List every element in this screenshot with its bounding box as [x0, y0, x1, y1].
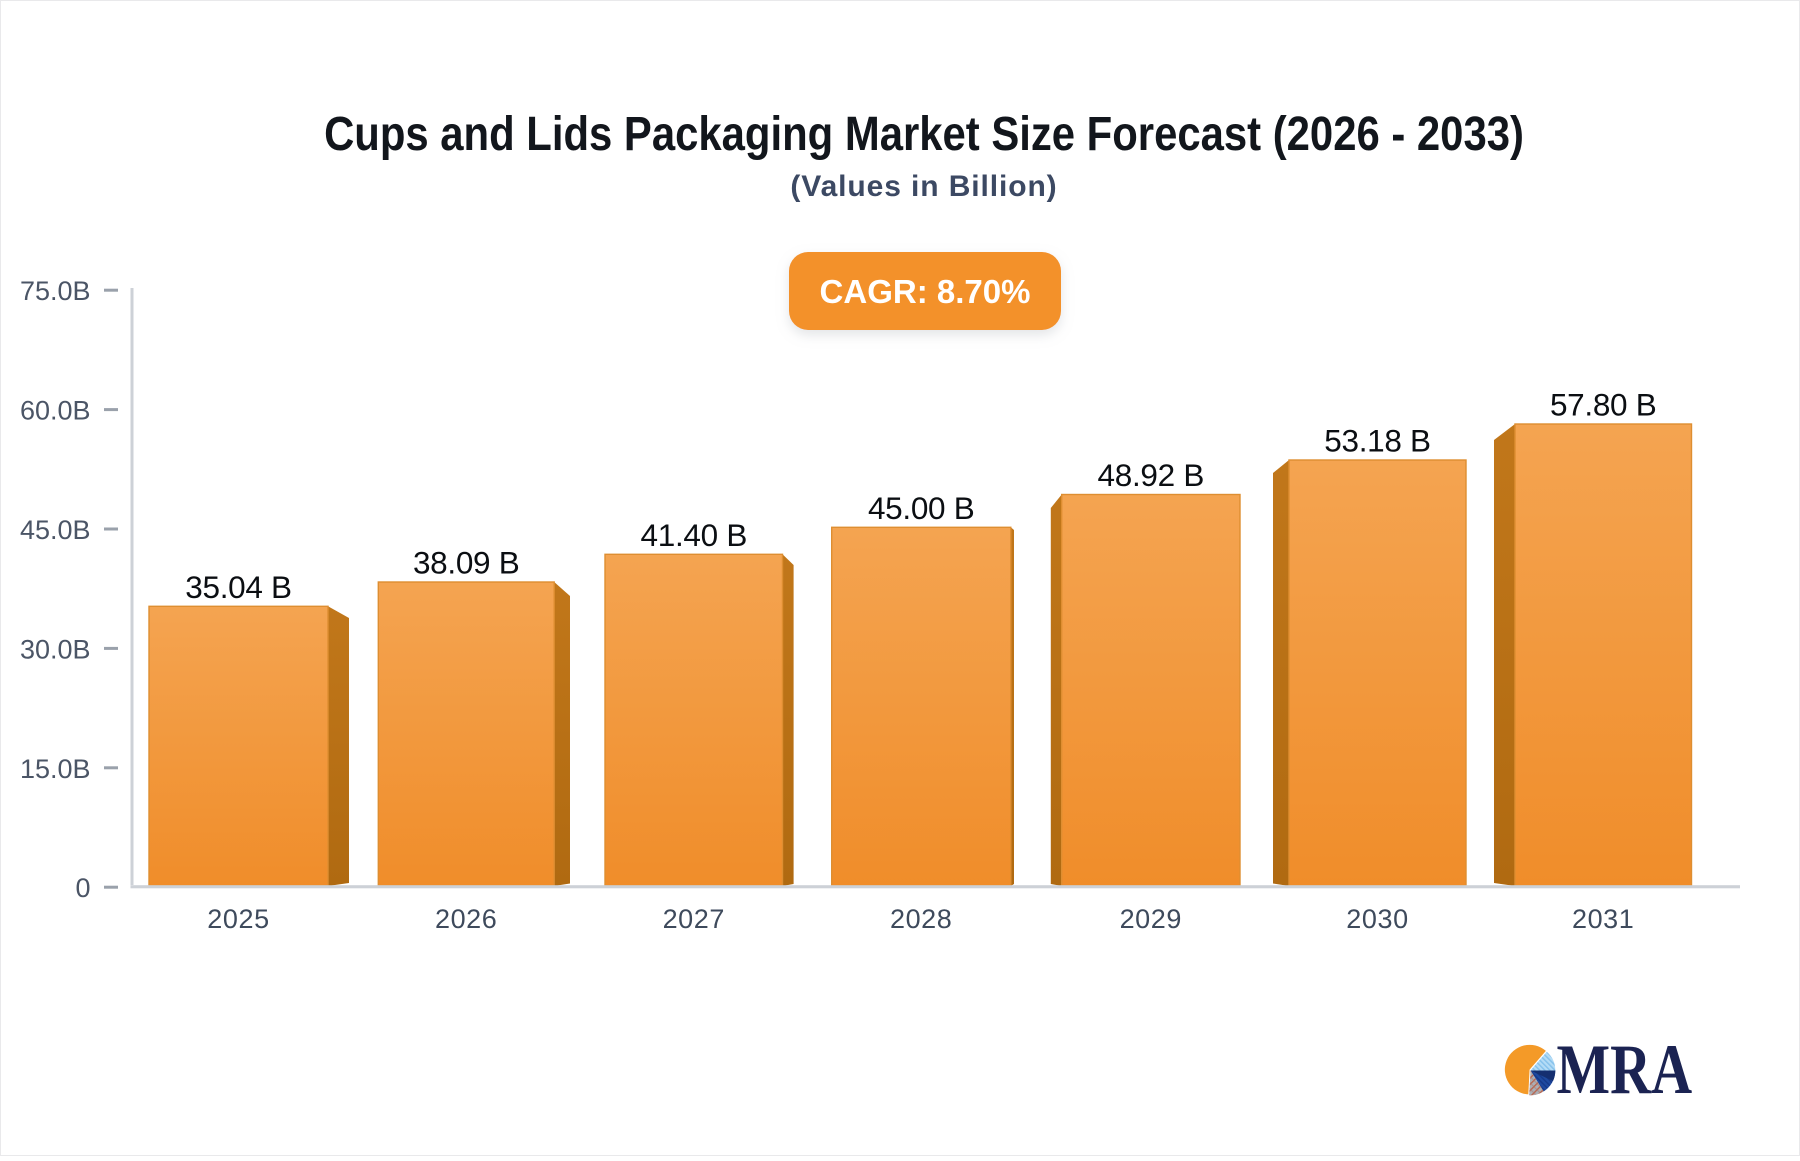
svg-text:2028: 2028: [890, 904, 952, 934]
svg-text:57.80 B: 57.80 B: [1550, 387, 1657, 423]
svg-text:48.92 B: 48.92 B: [1098, 457, 1205, 493]
svg-text:75.0B: 75.0B: [20, 276, 91, 306]
svg-text:60.0B: 60.0B: [20, 396, 91, 426]
svg-text:2025: 2025: [207, 904, 269, 934]
svg-text:30.0B: 30.0B: [20, 634, 91, 664]
svg-text:2026: 2026: [435, 904, 497, 934]
svg-text:15.0B: 15.0B: [20, 754, 91, 784]
svg-text:CAGR: 8.70%: CAGR: 8.70%: [820, 273, 1031, 310]
svg-text:2029: 2029: [1120, 904, 1182, 934]
svg-text:(Values in Billion): (Values in Billion): [790, 170, 1057, 203]
svg-text:2027: 2027: [663, 904, 725, 934]
svg-text:41.40 B: 41.40 B: [641, 517, 748, 553]
svg-text:35.04 B: 35.04 B: [185, 569, 292, 605]
svg-text:38.09 B: 38.09 B: [413, 545, 520, 581]
svg-text:2030: 2030: [1346, 904, 1408, 934]
svg-text:45.00 B: 45.00 B: [868, 490, 975, 526]
svg-text:Cups and Lids Packaging Market: Cups and Lids Packaging Market Size Fore…: [324, 106, 1524, 160]
svg-text:0: 0: [75, 873, 90, 903]
svg-text:2031: 2031: [1572, 904, 1634, 934]
svg-text:45.0B: 45.0B: [20, 515, 91, 545]
svg-text:53.18 B: 53.18 B: [1324, 423, 1431, 459]
svg-text:MRA: MRA: [1557, 1030, 1693, 1108]
